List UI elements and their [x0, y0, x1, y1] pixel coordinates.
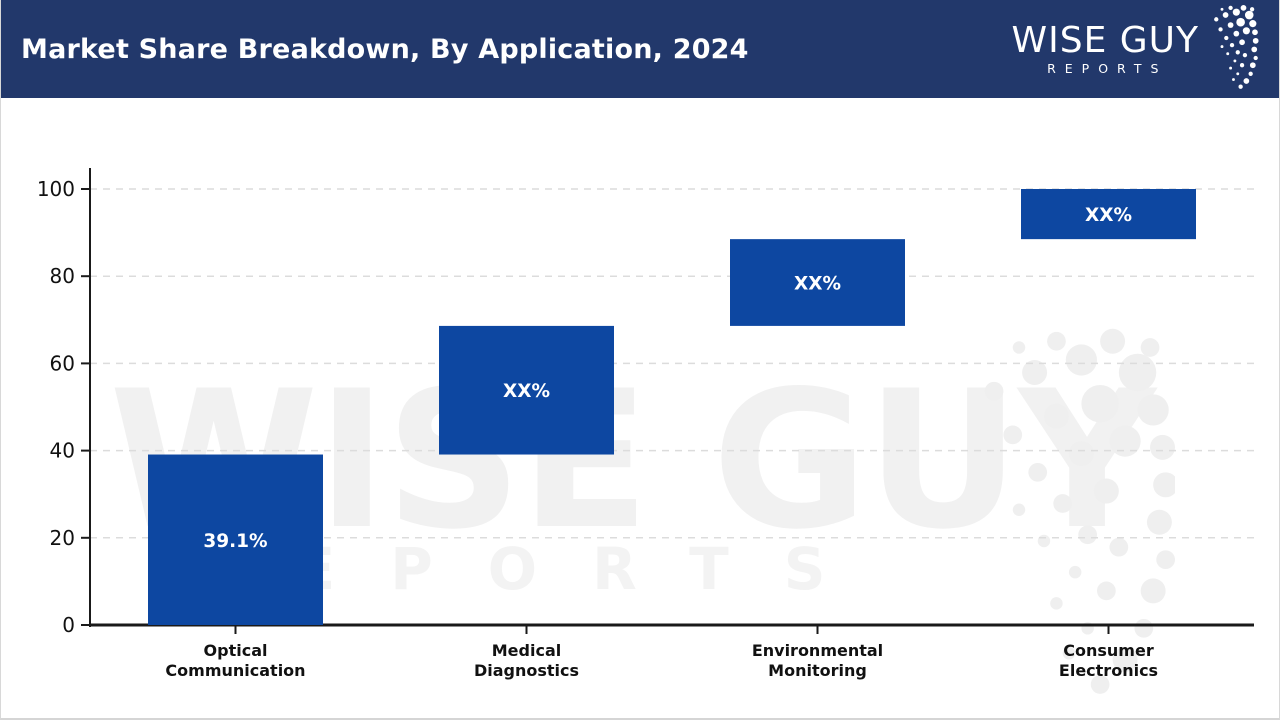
bar-value-label: 39.1%: [203, 531, 267, 552]
bar-environmental-monitoring: [730, 239, 905, 326]
y-tick-label: 80: [50, 264, 75, 288]
x-tick-label: Diagnostics: [474, 661, 579, 680]
logo-brand-name: WISE GUY: [1011, 19, 1199, 61]
wise-guy-logo: WISE GUY REPORTS: [1011, 5, 1262, 91]
waterfall-chart: 0 20 40 60 80 100 39.1% XX% XX% XX% OpticalCommuni…: [37, 168, 1254, 680]
bar-value-label: XX%: [794, 274, 841, 295]
y-tick-label: 100: [37, 177, 75, 201]
y-tick-label: 60: [50, 351, 75, 375]
bar-medical-diagnostics: [439, 325, 614, 455]
x-tick-label: Monitoring: [768, 661, 867, 680]
logo-face-icon: [1214, 5, 1259, 89]
bar-value-label: XX%: [1085, 205, 1132, 226]
logo-wordmark: WISE GUY REPORTS: [1011, 19, 1200, 77]
x-tick-label: Consumer: [1063, 641, 1154, 660]
bar-value-label: XX%: [503, 381, 550, 402]
x-tick-label: Optical: [204, 641, 268, 660]
chart-area: WISE GUY REPORTS 0 20 40 60 80 100 39.1% XX% XX%…: [1, 98, 1279, 718]
y-tick-label: 0: [62, 613, 75, 637]
y-tick-label: 20: [50, 526, 75, 550]
page-title: Market Share Breakdown, By Application, …: [21, 33, 749, 65]
bar-optical-communication: [148, 454, 323, 625]
x-tick-label: Communication: [165, 661, 305, 680]
header: Market Share Breakdown, By Application, …: [1, 0, 1279, 98]
logo-brand-subtitle: REPORTS: [1047, 61, 1168, 77]
y-tick-label: 40: [50, 439, 75, 463]
x-tick-label: Electronics: [1059, 661, 1158, 680]
x-tick-label: Environmental: [752, 641, 883, 660]
x-tick-label: Medical: [492, 641, 561, 660]
bar-consumer-electronics: [1021, 189, 1196, 240]
